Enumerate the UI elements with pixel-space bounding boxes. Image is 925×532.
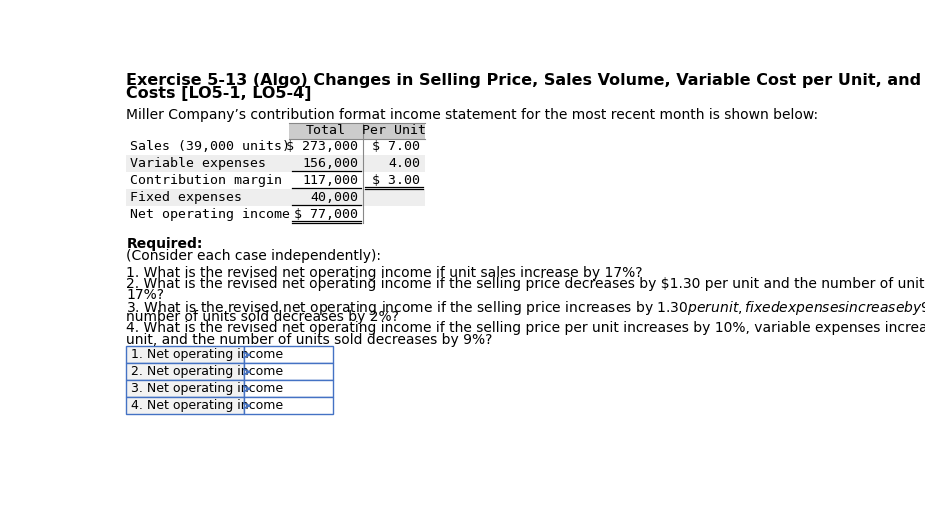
- Text: 3. What is the revised net operating income if the selling price increases by $1: 3. What is the revised net operating inc…: [127, 299, 925, 317]
- Bar: [127, 189, 425, 206]
- Text: 1. Net operating income: 1. Net operating income: [131, 348, 283, 361]
- Text: Exercise 5-13 (Algo) Changes in Selling Price, Sales Volume, Variable Cost per U: Exercise 5-13 (Algo) Changes in Selling …: [127, 73, 925, 88]
- Text: Miller Company’s contribution format income statement for the most recent month : Miller Company’s contribution format inc…: [127, 108, 819, 122]
- Bar: [244, 346, 333, 363]
- Text: 40,000: 40,000: [310, 192, 358, 204]
- Text: unit, and the number of units sold decreases by 9%?: unit, and the number of units sold decre…: [127, 332, 493, 346]
- Text: number of units sold decreases by 2%?: number of units sold decreases by 2%?: [127, 310, 400, 324]
- Bar: [127, 346, 244, 363]
- Text: Fixed expenses: Fixed expenses: [130, 192, 241, 204]
- Text: Net operating income: Net operating income: [130, 208, 290, 221]
- Bar: [127, 206, 425, 223]
- Text: $ 3.00: $ 3.00: [372, 174, 420, 187]
- Text: $ 273,000: $ 273,000: [286, 140, 358, 154]
- Text: Per Unit: Per Unit: [362, 124, 426, 137]
- Bar: [127, 155, 425, 172]
- Bar: [127, 363, 244, 380]
- Text: Contribution margin: Contribution margin: [130, 174, 281, 187]
- Bar: [290, 123, 425, 138]
- Text: 117,000: 117,000: [302, 174, 358, 187]
- Text: 4.00: 4.00: [388, 157, 420, 170]
- Text: Variable expenses: Variable expenses: [130, 157, 265, 170]
- Text: $ 77,000: $ 77,000: [294, 208, 358, 221]
- Bar: [127, 397, 244, 414]
- Bar: [127, 380, 244, 397]
- Text: 4. What is the revised net operating income if the selling price per unit increa: 4. What is the revised net operating inc…: [127, 321, 925, 335]
- Text: 156,000: 156,000: [302, 157, 358, 170]
- Bar: [244, 397, 333, 414]
- Bar: [244, 363, 333, 380]
- Bar: [244, 380, 333, 397]
- Bar: [127, 172, 425, 189]
- Text: 2. Net operating income: 2. Net operating income: [131, 365, 283, 378]
- Text: 4. Net operating income: 4. Net operating income: [131, 399, 283, 412]
- Text: 1. What is the revised net operating income if unit sales increase by 17%?: 1. What is the revised net operating inc…: [127, 265, 643, 280]
- Bar: [127, 138, 425, 155]
- Text: 2. What is the revised net operating income if the selling price decreases by $1: 2. What is the revised net operating inc…: [127, 277, 925, 291]
- Text: 17%?: 17%?: [127, 288, 165, 302]
- Text: Total: Total: [306, 124, 346, 137]
- Text: Costs [LO5-1, LO5-4]: Costs [LO5-1, LO5-4]: [127, 86, 312, 101]
- Text: Sales (39,000 units): Sales (39,000 units): [130, 140, 290, 154]
- Text: (Consider each case independently):: (Consider each case independently):: [127, 248, 381, 263]
- Text: $ 7.00: $ 7.00: [372, 140, 420, 154]
- Text: 3. Net operating income: 3. Net operating income: [131, 383, 283, 395]
- Text: Required:: Required:: [127, 237, 203, 251]
